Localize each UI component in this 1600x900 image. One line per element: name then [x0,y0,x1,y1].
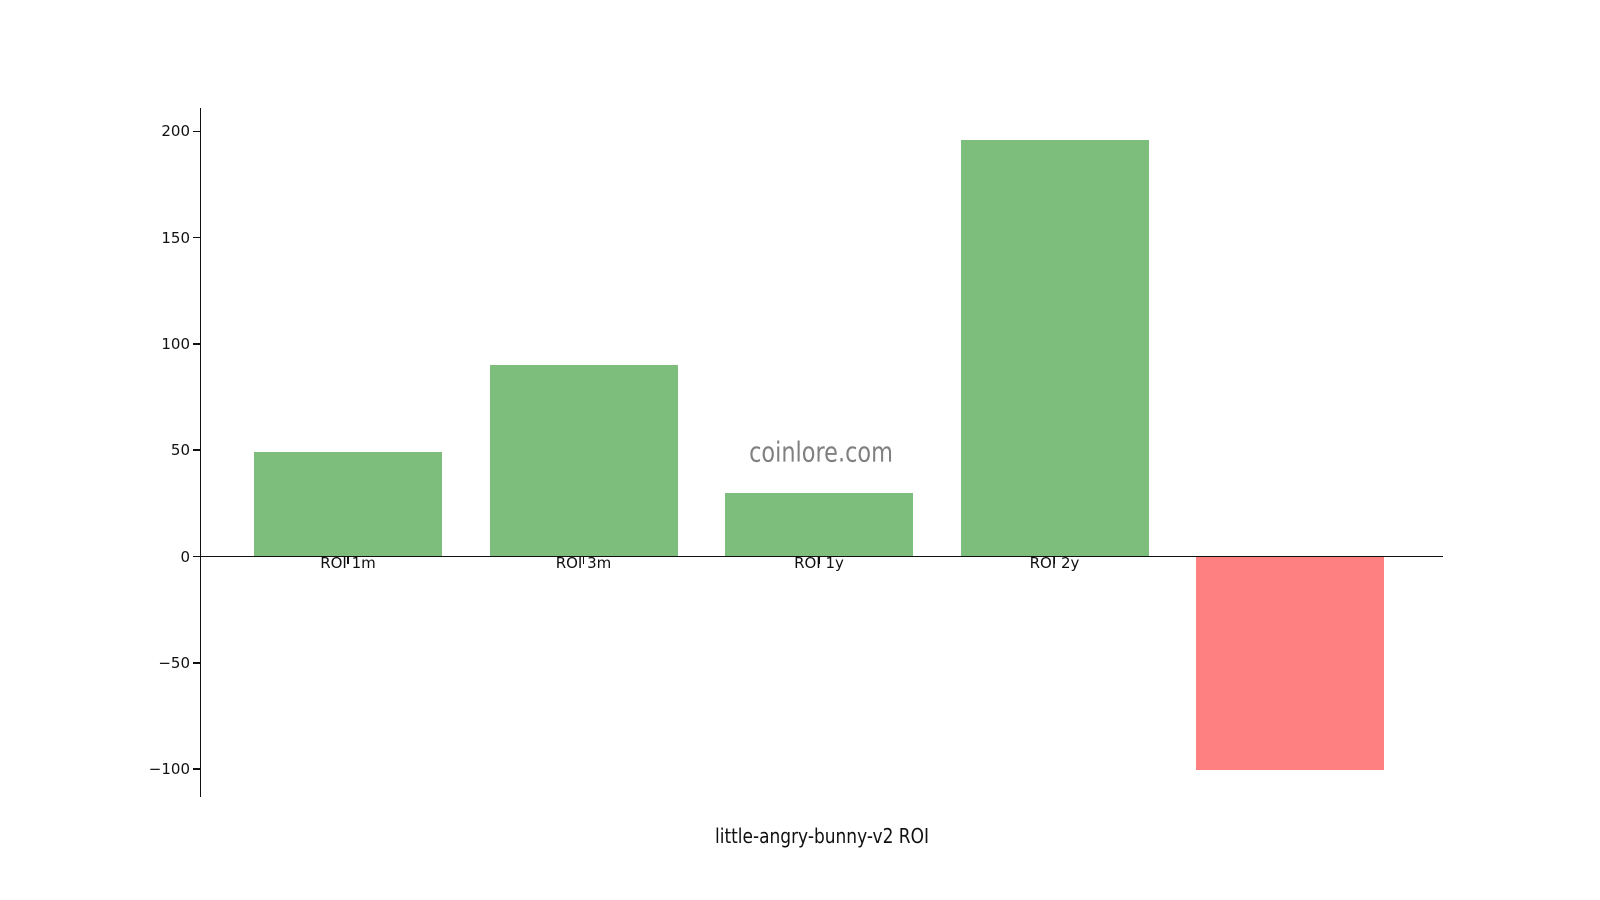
y-axis-spine [199,108,201,797]
y-tick-mark [193,343,200,345]
x-tick-mark [1053,556,1056,564]
x-tick-mark [582,556,585,564]
bar-roi-1m [254,452,442,557]
y-tick-label: 200 [161,122,190,141]
y-tick-mark [193,236,200,239]
x-tick-label: ROI 1m [320,553,376,572]
bar-roi-1y [725,492,913,557]
x-tick-mark [347,556,349,564]
y-tick-label: 0 [180,547,190,566]
y-tick-mark [193,449,200,451]
y-tick-label: −100 [148,760,190,779]
y-tick-label: −50 [158,653,190,672]
y-tick-mark [193,130,200,132]
y-tick-mark [193,662,200,664]
x-axis-zero-line [199,555,1443,558]
y-tick-label: 150 [161,228,190,247]
bar-negative [1196,557,1384,770]
y-tick-label: 50 [170,441,190,460]
bar-roi-2y [960,139,1149,557]
y-tick-mark [193,555,200,558]
x-tick-mark [818,556,820,564]
x-tick-label: ROI 1y [794,553,844,572]
chart-title: little-angry-bunny-v2 ROI [714,824,930,848]
x-tick-label: ROI 2y [1029,553,1080,572]
watermark-text: coinlore.com [749,435,893,469]
y-tick-label: 100 [161,334,190,353]
bar-roi-3m [489,365,678,557]
y-tick-mark [193,768,200,770]
x-tick-label: ROI 3m [555,553,612,572]
